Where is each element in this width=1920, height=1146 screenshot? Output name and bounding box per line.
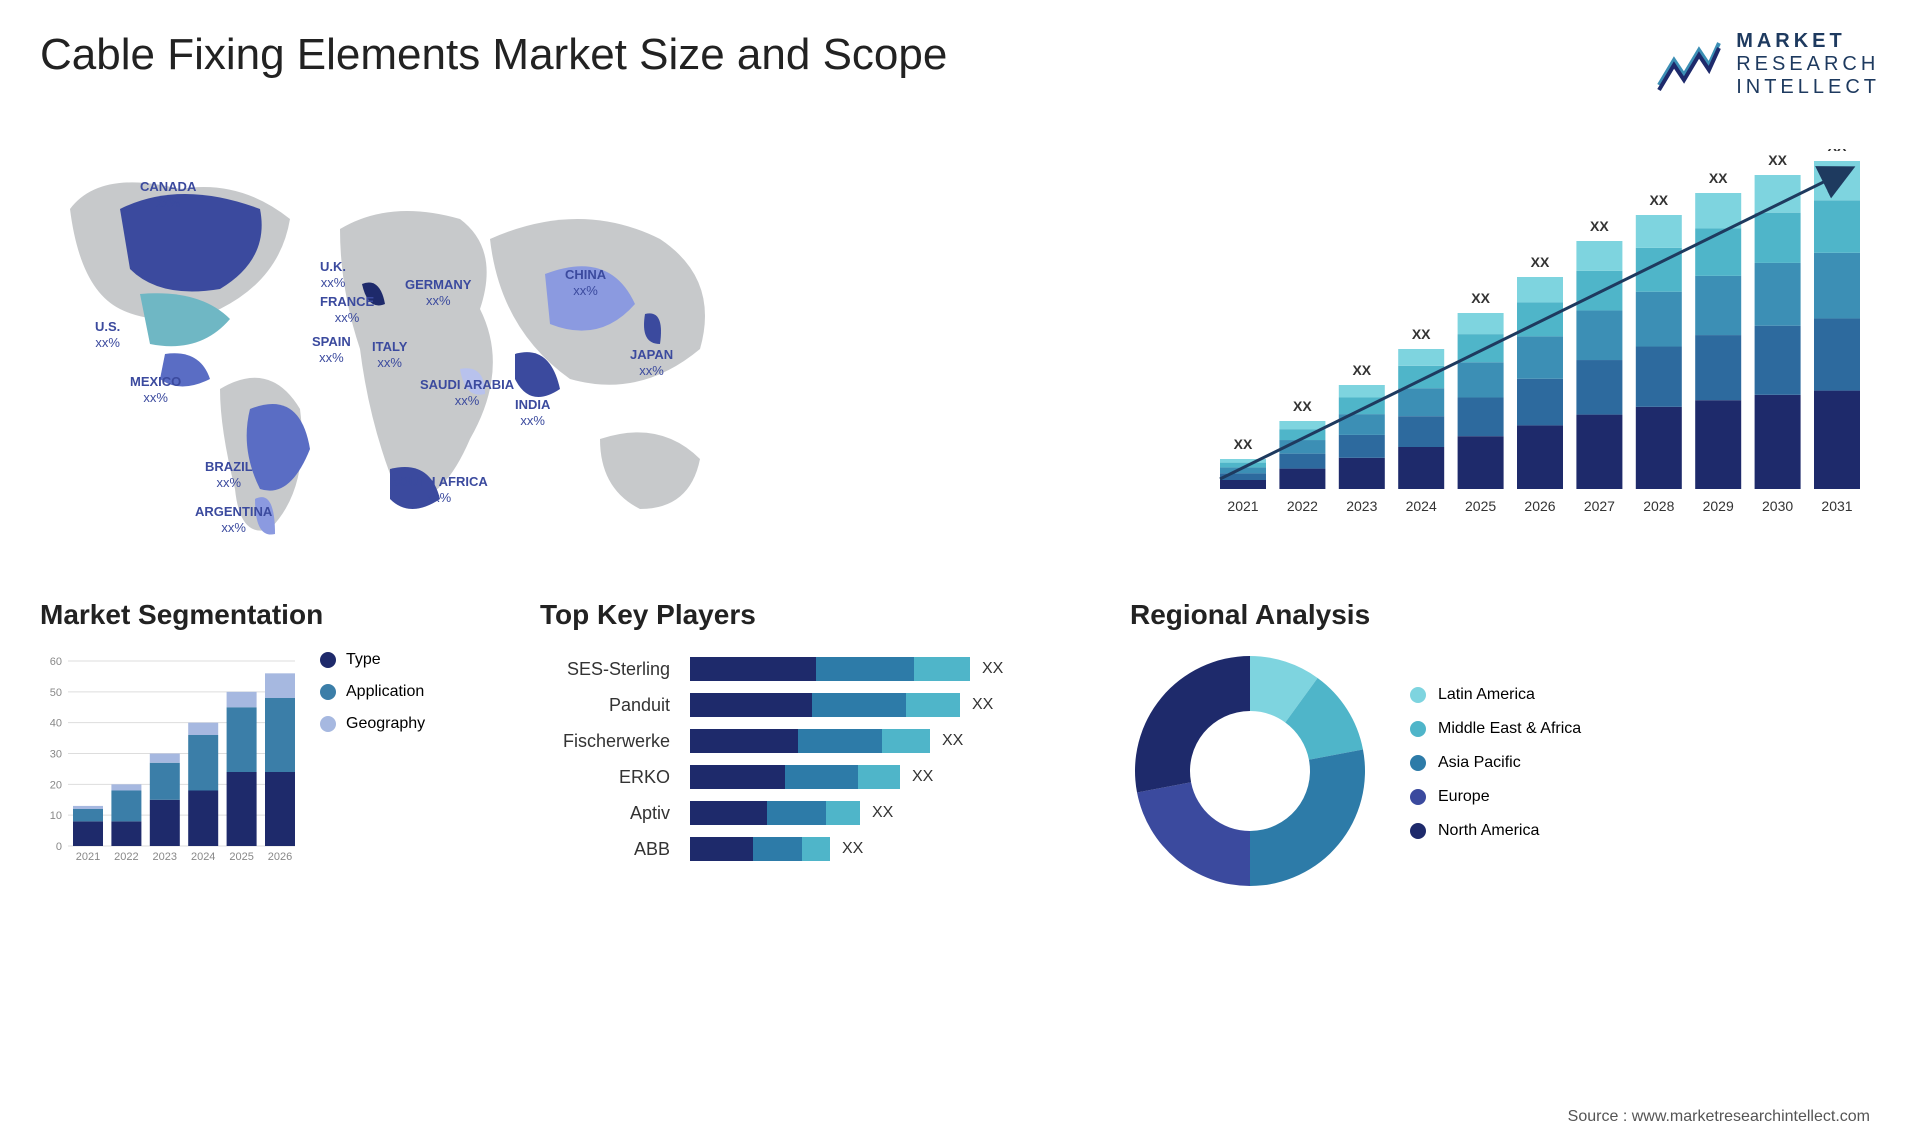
region-legend-item: Europe: [1410, 788, 1581, 806]
player-bars: XXXXXXXXXXXX: [690, 651, 1080, 867]
map-label-japan: JAPANxx%: [630, 347, 673, 378]
svg-text:2023: 2023: [153, 851, 177, 863]
regional-legend: Latin America Middle East & Africa Asia Pa…: [1410, 686, 1581, 856]
svg-text:2023: 2023: [1346, 498, 1377, 514]
map-label-italy: ITALYxx%: [372, 339, 407, 370]
map-label-uk: U.K.xx%: [320, 259, 346, 290]
player-label: ABB: [540, 831, 670, 867]
player-label: Panduit: [540, 687, 670, 723]
source-credit: Source : www.marketresearchintellect.com: [1568, 1108, 1870, 1126]
logo-line1: MARKET: [1736, 30, 1880, 53]
svg-text:XX: XX: [1649, 192, 1668, 208]
map-label-argentina: ARGENTINAxx%: [195, 504, 272, 535]
svg-text:2029: 2029: [1703, 498, 1734, 514]
svg-text:2030: 2030: [1762, 498, 1793, 514]
segmentation-legend: Type Application Geography: [320, 651, 425, 871]
svg-text:XX: XX: [1531, 254, 1550, 270]
logo-icon: [1654, 35, 1724, 95]
svg-text:50: 50: [50, 687, 62, 699]
regional-title: Regional Analysis: [1130, 599, 1880, 631]
svg-text:10: 10: [50, 810, 62, 822]
svg-text:2025: 2025: [229, 851, 253, 863]
regional-donut: [1130, 651, 1370, 891]
svg-text:2025: 2025: [1465, 498, 1496, 514]
svg-text:XX: XX: [1412, 326, 1431, 342]
map-label-canada: CANADAxx%: [140, 179, 196, 210]
growth-bar-chart: XX 2021 XX 2022 XX 2023 XX 2024 XX 2025 XX 2026 XX 20…: [1200, 149, 1880, 529]
map-label-mexico: MEXICOxx%: [130, 374, 181, 405]
players-title: Top Key Players: [540, 599, 1080, 631]
map-label-southafrica: SOUTH AFRICAxx%: [390, 474, 488, 505]
map-label-brazil: BRAZILxx%: [205, 459, 253, 490]
svg-text:2022: 2022: [114, 851, 138, 863]
svg-text:XX: XX: [1471, 290, 1490, 306]
svg-text:2024: 2024: [191, 851, 215, 863]
svg-text:2031: 2031: [1821, 498, 1852, 514]
svg-text:XX: XX: [1293, 398, 1312, 414]
region-legend-item: North America: [1410, 822, 1581, 840]
seg-legend-geography: Geography: [320, 715, 425, 733]
svg-text:2026: 2026: [268, 851, 292, 863]
logo-line3: INTELLECT: [1736, 76, 1880, 99]
region-legend-item: Middle East & Africa: [1410, 720, 1581, 738]
map-label-china: CHINAxx%: [565, 267, 606, 298]
region-legend-item: Asia Pacific: [1410, 754, 1581, 772]
region-legend-item: Latin America: [1410, 686, 1581, 704]
svg-text:20: 20: [50, 779, 62, 791]
svg-text:XX: XX: [1768, 152, 1787, 168]
world-map: CANADAxx% U.S.xx% MEXICOxx% BRAZILxx% ARGENT…: [40, 129, 1160, 549]
svg-text:XX: XX: [1590, 218, 1609, 234]
svg-text:XX: XX: [1234, 436, 1253, 452]
map-label-saudiarabia: SAUDI ARABIAxx%: [420, 377, 514, 408]
svg-text:2024: 2024: [1406, 498, 1437, 514]
player-bar-row: XX: [690, 687, 1080, 723]
player-bar-row: XX: [690, 831, 1080, 867]
map-label-india: INDIAxx%: [515, 397, 550, 428]
logo-line2: RESEARCH: [1736, 53, 1880, 76]
svg-text:2021: 2021: [76, 851, 100, 863]
svg-text:60: 60: [50, 656, 62, 668]
player-bar-row: XX: [690, 795, 1080, 831]
player-label: Fischerwerke: [540, 723, 670, 759]
svg-text:2022: 2022: [1287, 498, 1318, 514]
segmentation-chart: 0 10 20 30 40 50 60 2021 2022 2023 2024 2025 2026: [40, 651, 300, 871]
player-bar-row: XX: [690, 723, 1080, 759]
svg-text:40: 40: [50, 718, 62, 730]
segmentation-title: Market Segmentation: [40, 599, 490, 631]
player-names: SES-SterlingPanduitFischerwerkeERKOAptiv…: [540, 651, 670, 867]
page-title: Cable Fixing Elements Market Size and Sc…: [40, 30, 947, 80]
svg-text:2028: 2028: [1643, 498, 1674, 514]
svg-text:0: 0: [56, 841, 62, 853]
map-label-germany: GERMANYxx%: [405, 277, 471, 308]
map-label-us: U.S.xx%: [95, 319, 120, 350]
svg-text:2027: 2027: [1584, 498, 1615, 514]
player-bar-row: XX: [690, 651, 1080, 687]
player-label: Aptiv: [540, 795, 670, 831]
seg-legend-type: Type: [320, 651, 425, 669]
brand-logo: MARKET RESEARCH INTELLECT: [1654, 30, 1880, 99]
svg-text:XX: XX: [1709, 170, 1728, 186]
player-label: ERKO: [540, 759, 670, 795]
svg-text:2026: 2026: [1524, 498, 1555, 514]
seg-legend-application: Application: [320, 683, 425, 701]
svg-text:XX: XX: [1352, 362, 1371, 378]
svg-text:2021: 2021: [1227, 498, 1258, 514]
player-bar-row: XX: [690, 759, 1080, 795]
map-label-spain: SPAINxx%: [312, 334, 351, 365]
svg-text:XX: XX: [1828, 149, 1847, 154]
svg-text:30: 30: [50, 749, 62, 761]
map-label-france: FRANCExx%: [320, 294, 374, 325]
player-label: SES-Sterling: [540, 651, 670, 687]
